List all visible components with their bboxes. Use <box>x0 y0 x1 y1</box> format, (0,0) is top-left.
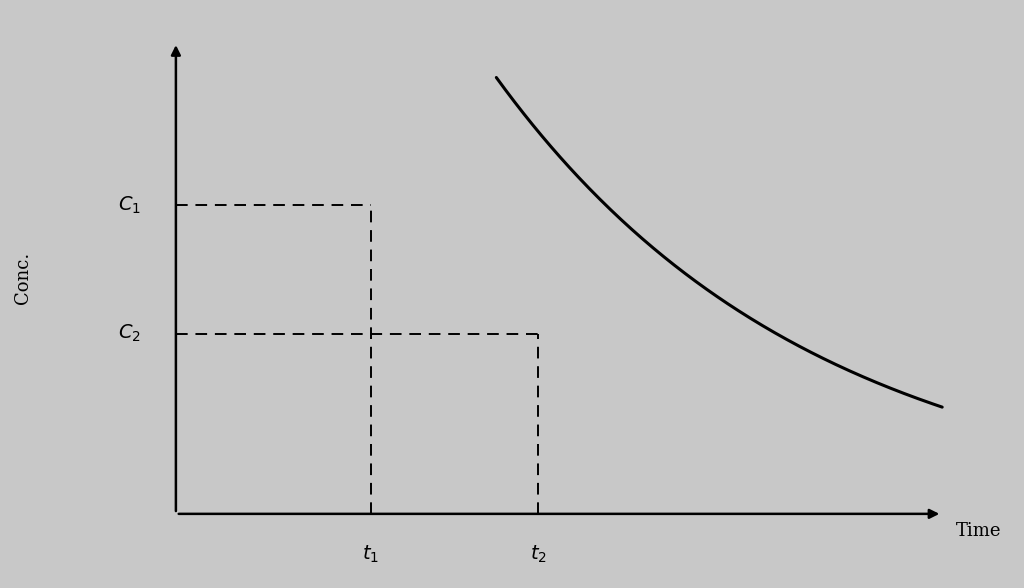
Text: $C_1$: $C_1$ <box>118 195 141 216</box>
Text: Time: Time <box>956 522 1001 540</box>
Text: $t_1$: $t_1$ <box>362 544 380 565</box>
Text: $t_2$: $t_2$ <box>529 544 547 565</box>
Text: Conc.: Conc. <box>13 252 32 304</box>
Text: $C_2$: $C_2$ <box>118 323 141 345</box>
